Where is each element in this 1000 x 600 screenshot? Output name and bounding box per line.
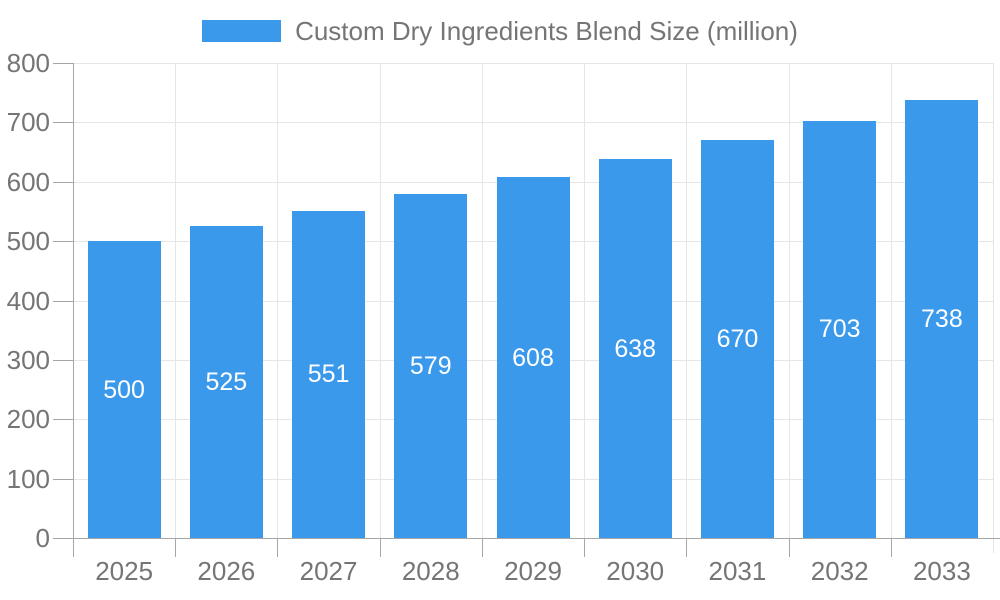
x-axis-tick bbox=[277, 538, 279, 557]
v-gridline bbox=[481, 63, 483, 538]
y-axis-tick bbox=[53, 478, 73, 480]
y-tick-label: 0 bbox=[35, 523, 50, 553]
x-tick-label: 2033 bbox=[912, 556, 971, 586]
bar-value-label: 703 bbox=[818, 315, 861, 344]
y-axis-tick bbox=[53, 122, 73, 124]
bar: 638 bbox=[598, 159, 672, 538]
h-gridline bbox=[73, 63, 993, 64]
y-axis-tick bbox=[53, 300, 73, 302]
y-axis-tick bbox=[53, 63, 73, 64]
y-axis-tick bbox=[53, 181, 73, 183]
y-axis-tick bbox=[53, 359, 73, 361]
bar-value-label: 738 bbox=[921, 304, 963, 333]
bar-value-label: 500 bbox=[103, 375, 145, 404]
x-tick-label: 2028 bbox=[401, 556, 460, 586]
x-axis-tick bbox=[686, 538, 688, 557]
bar: 525 bbox=[189, 226, 263, 538]
legend-swatch bbox=[202, 20, 282, 42]
v-gridline bbox=[686, 63, 688, 538]
y-axis-tick bbox=[53, 241, 73, 243]
x-axis-tick bbox=[175, 538, 177, 557]
v-gridline bbox=[277, 63, 279, 538]
y-tick-label: 200 bbox=[6, 404, 50, 435]
v-gridline bbox=[890, 63, 892, 538]
x-axis-tick bbox=[890, 538, 892, 557]
y-tick-label: 400 bbox=[6, 285, 50, 316]
x-axis-tick bbox=[584, 538, 586, 557]
bar: 579 bbox=[394, 194, 468, 538]
y-tick-label: 500 bbox=[6, 226, 50, 257]
y-axis-line bbox=[73, 63, 74, 557]
bar: 551 bbox=[292, 210, 366, 538]
x-axis-tick bbox=[379, 538, 381, 557]
x-axis-tick bbox=[788, 538, 790, 557]
bar-value-label: 638 bbox=[614, 334, 657, 363]
x-tick-label: 2027 bbox=[299, 556, 358, 586]
x-tick-label: 2032 bbox=[810, 556, 869, 586]
bar: 738 bbox=[905, 99, 979, 538]
v-gridline bbox=[788, 63, 790, 538]
bar-value-label: 551 bbox=[307, 360, 350, 389]
bar-value-label: 608 bbox=[512, 343, 554, 372]
x-tick-label: 2026 bbox=[197, 556, 256, 586]
bar: 500 bbox=[87, 241, 161, 538]
v-gridline bbox=[993, 63, 994, 553]
chart-legend: Custom Dry Ingredients Blend Size (milli… bbox=[0, 16, 1000, 46]
y-tick-label: 700 bbox=[6, 107, 50, 138]
y-axis-tick bbox=[53, 419, 73, 421]
bar-value-label: 579 bbox=[409, 352, 452, 381]
v-gridline bbox=[175, 63, 177, 538]
y-tick-label: 300 bbox=[6, 344, 50, 375]
plot-area: 500 525 551 579 608 638 670 703 738 bbox=[73, 63, 994, 553]
x-tick-label: 2029 bbox=[504, 556, 562, 586]
bar: 608 bbox=[496, 177, 570, 538]
bar: 703 bbox=[803, 120, 877, 538]
x-tick-label: 2025 bbox=[95, 556, 154, 586]
v-gridline bbox=[584, 63, 586, 538]
x-axis-line bbox=[53, 538, 1000, 539]
v-gridline bbox=[379, 63, 381, 538]
bar-value-label: 670 bbox=[716, 325, 759, 354]
y-tick-label: 600 bbox=[6, 166, 50, 197]
x-axis-tick bbox=[481, 538, 483, 557]
x-tick-label: 2030 bbox=[606, 556, 665, 586]
h-gridline bbox=[73, 122, 993, 124]
legend-title: Custom Dry Ingredients Blend Size (milli… bbox=[295, 16, 798, 46]
y-tick-label: 800 bbox=[6, 48, 50, 78]
bar-value-label: 525 bbox=[205, 368, 248, 397]
bar: 670 bbox=[700, 140, 774, 538]
y-tick-label: 100 bbox=[6, 463, 50, 494]
x-tick-label: 2031 bbox=[708, 556, 767, 586]
